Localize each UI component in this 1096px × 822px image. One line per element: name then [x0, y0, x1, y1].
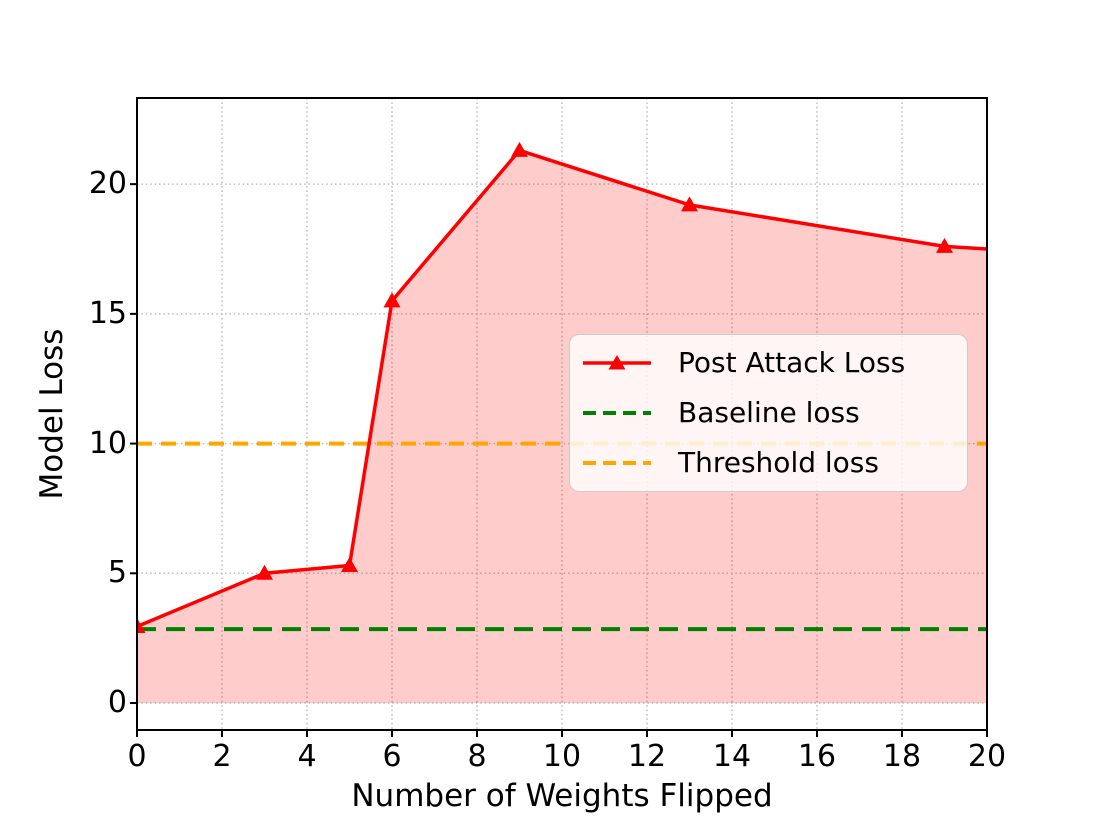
data-point-marker-x5 [341, 557, 358, 573]
data-point-marker-x6 [383, 292, 401, 308]
y-tick-label-10: 10 [88, 425, 127, 461]
x-tick-label-14: 14 [712, 739, 752, 774]
y-tick-label-15: 15 [88, 295, 127, 331]
y-tick-label-0: 0 [107, 685, 127, 721]
data-point-marker-x3 [256, 564, 273, 580]
post-attack-fill-area [137, 150, 987, 704]
legend-label-post-attack-loss: Post Attack Loss [678, 346, 906, 379]
data-point-marker-x0 [137, 617, 146, 633]
data-point-marker-x13 [681, 196, 698, 212]
legend-handle-threshold-loss [583, 461, 651, 465]
legend-row-baseline-loss: Baseline loss [581, 389, 967, 437]
x-tick-label-4: 4 [297, 739, 317, 774]
x-tick-label-16: 16 [797, 739, 837, 774]
x-tick-label-12: 12 [627, 739, 667, 774]
legend-row-post-attack-loss: Post Attack Loss [581, 339, 967, 387]
legend-sample-marker-post-attack-loss [608, 355, 626, 370]
legend-label-threshold-loss: Threshold loss [678, 446, 879, 479]
legend-handle-post-attack-loss [583, 355, 651, 370]
x-tick-label-20: 20 [967, 739, 1007, 774]
data-point-marker-x9 [511, 141, 528, 157]
legend: Post Attack Loss Baseline loss Threshold… [569, 334, 968, 492]
y-axis-title: Model Loss [34, 328, 70, 500]
legend-label-baseline-loss: Baseline loss [678, 396, 860, 429]
x-tick-label-8: 8 [467, 739, 487, 774]
y-tick-label-5: 5 [107, 555, 127, 591]
x-tick-label-0: 0 [127, 739, 147, 774]
legend-handle-baseline-loss [583, 411, 651, 415]
x-axis-title: Number of Weights Flipped [351, 778, 773, 814]
legend-row-threshold-loss: Threshold loss [581, 439, 967, 487]
x-tick-label-2: 2 [212, 739, 232, 774]
x-tick-label-6: 6 [382, 739, 402, 774]
x-tick-label-10: 10 [542, 739, 582, 774]
y-tick-label-20: 20 [88, 166, 127, 202]
data-point-marker-x19 [936, 237, 953, 253]
post-attack-loss-line [137, 148, 987, 629]
x-tick-label-18: 18 [882, 739, 922, 774]
